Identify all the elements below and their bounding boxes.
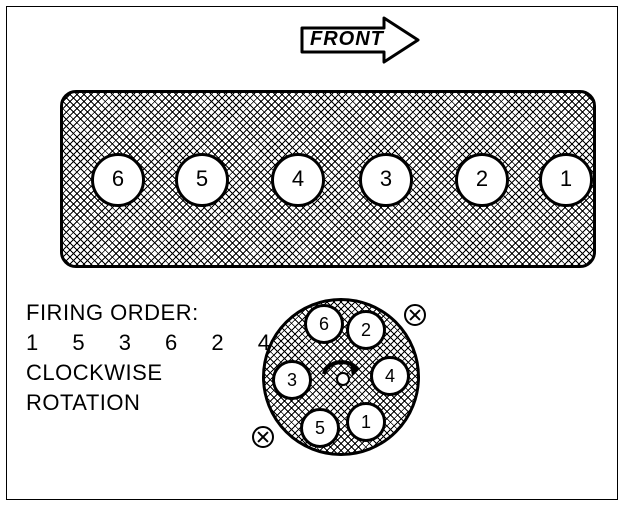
cylinder-label: 2 bbox=[476, 166, 488, 192]
cylinder-4: 4 bbox=[271, 153, 325, 207]
front-arrow: FRONT bbox=[300, 16, 420, 64]
screw-icon bbox=[252, 426, 274, 448]
cylinder-1: 1 bbox=[539, 153, 593, 207]
terminal-1: 1 bbox=[346, 402, 386, 442]
terminal-6: 6 bbox=[304, 304, 344, 344]
cylinder-label: 3 bbox=[380, 166, 392, 192]
cylinder-3: 3 bbox=[359, 153, 413, 207]
front-arrow-label: FRONT bbox=[310, 28, 384, 51]
cylinder-5: 5 bbox=[175, 153, 229, 207]
page: FRONT 654321 FIRING ORDER: 1 5 3 6 2 4 C… bbox=[0, 0, 626, 508]
terminal-2: 2 bbox=[346, 310, 386, 350]
terminal-5: 5 bbox=[300, 408, 340, 448]
distributor-cap: 62 4 15 3 bbox=[246, 298, 436, 488]
cylinder-label: 6 bbox=[112, 166, 124, 192]
cylinder-6: 6 bbox=[91, 153, 145, 207]
terminal-4: 4 bbox=[370, 356, 410, 396]
engine-block: 6 5 4 3 2 1 bbox=[60, 90, 596, 268]
screw-icon bbox=[404, 304, 426, 326]
terminal-3: 3 bbox=[272, 360, 312, 400]
cylinder-label: 5 bbox=[196, 166, 208, 192]
cylinder-label: 1 bbox=[560, 166, 572, 192]
rotor-direction-icon bbox=[318, 356, 364, 386]
cylinder-label: 4 bbox=[292, 166, 304, 192]
cylinder-2: 2 bbox=[455, 153, 509, 207]
